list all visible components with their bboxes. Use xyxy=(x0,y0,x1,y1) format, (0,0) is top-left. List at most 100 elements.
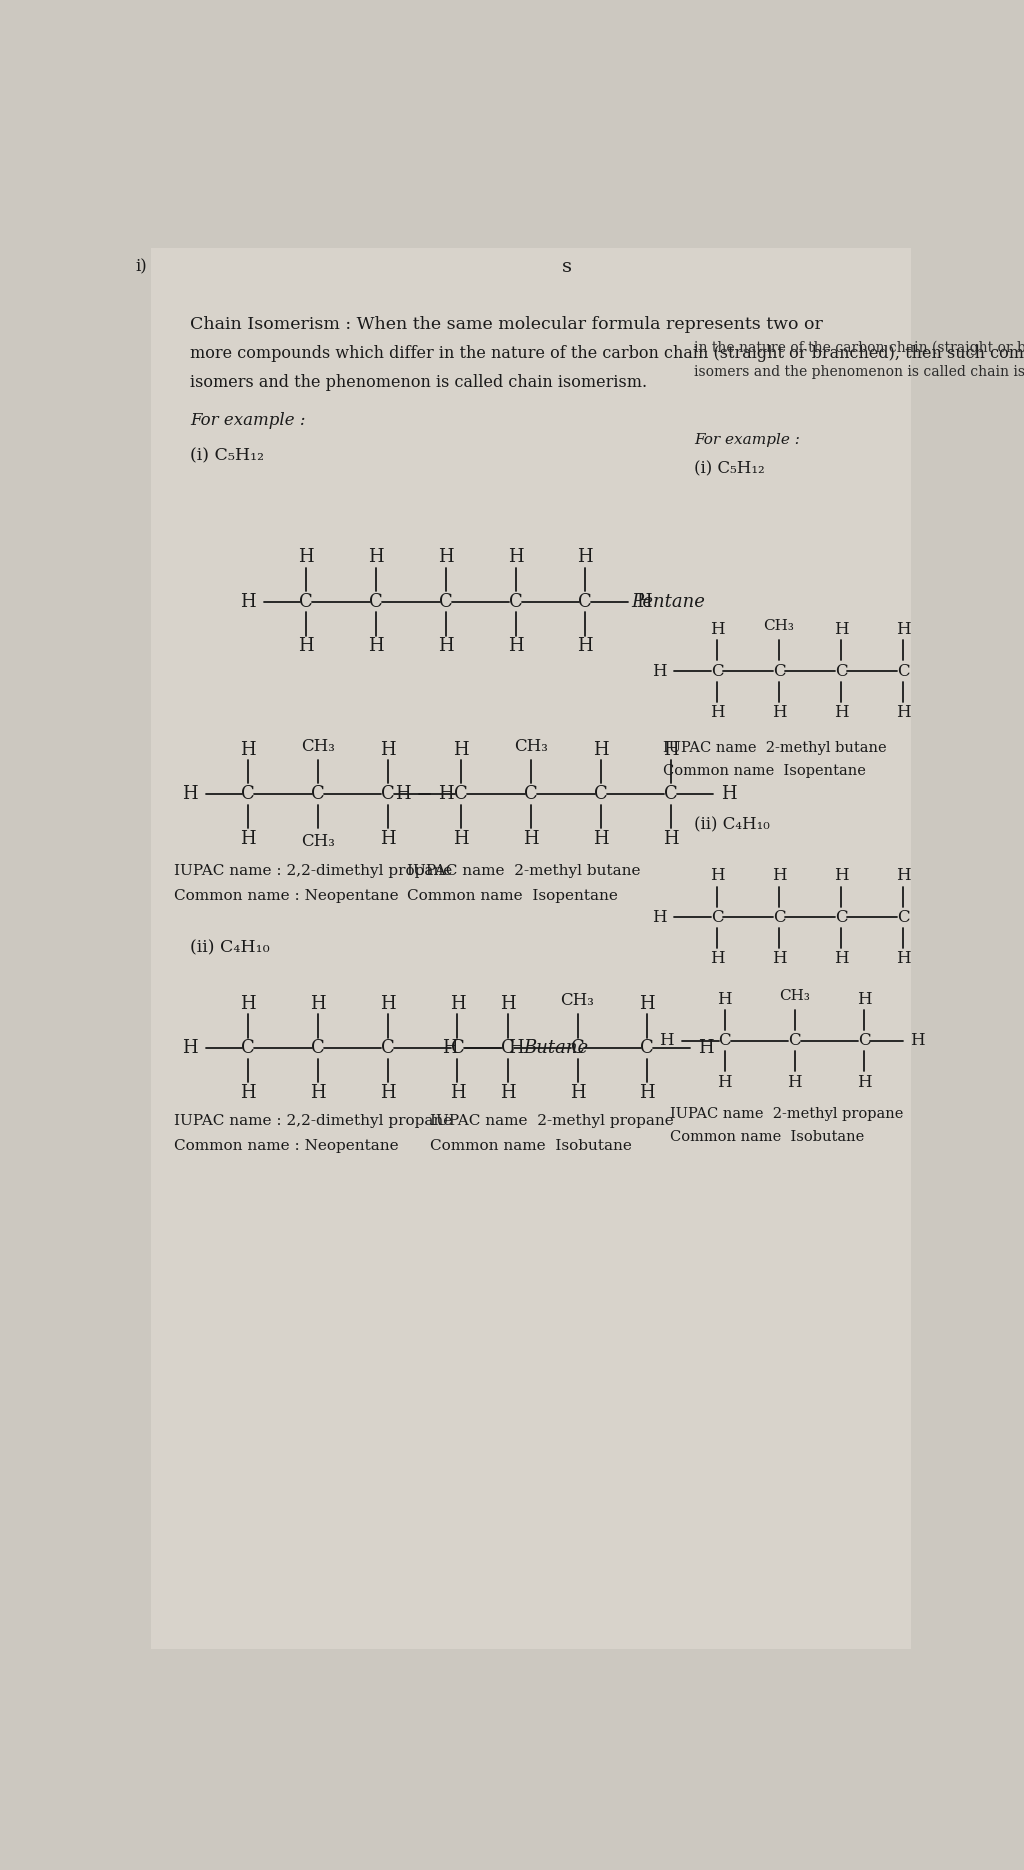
Text: H: H xyxy=(241,1085,256,1101)
Text: H: H xyxy=(697,1040,713,1057)
Text: H: H xyxy=(772,868,786,885)
Text: H: H xyxy=(500,1085,515,1101)
Text: C: C xyxy=(570,1040,585,1057)
Text: Common name  Isobutane: Common name Isobutane xyxy=(671,1129,864,1144)
Text: H: H xyxy=(454,830,469,847)
Text: H: H xyxy=(772,950,786,967)
Text: Common name  Isopentane: Common name Isopentane xyxy=(663,765,865,778)
Text: (i) C₅H₁₂: (i) C₅H₁₂ xyxy=(190,447,264,464)
Text: For example :: For example : xyxy=(693,434,800,447)
Text: H: H xyxy=(639,1085,655,1101)
Text: C: C xyxy=(455,785,468,804)
Text: H: H xyxy=(395,785,411,804)
Text: H: H xyxy=(578,548,593,567)
Text: H: H xyxy=(896,868,910,885)
Text: s: s xyxy=(562,258,572,275)
Text: H: H xyxy=(438,548,454,567)
Text: H: H xyxy=(450,995,465,1014)
Text: C: C xyxy=(835,909,847,926)
Text: H: H xyxy=(710,868,724,885)
Text: H: H xyxy=(834,868,848,885)
Text: C: C xyxy=(242,1040,255,1057)
Text: C: C xyxy=(773,662,785,679)
Text: H: H xyxy=(310,1085,326,1101)
Text: H: H xyxy=(508,548,523,567)
Text: CH₃: CH₃ xyxy=(779,989,810,1002)
Text: H: H xyxy=(380,1085,395,1101)
Text: H: H xyxy=(454,741,469,759)
Text: IUPAC name : 2,2-dimethyl propane: IUPAC name : 2,2-dimethyl propane xyxy=(174,1115,453,1128)
Text: H: H xyxy=(834,621,848,638)
Text: C: C xyxy=(524,785,538,804)
Text: H: H xyxy=(241,995,256,1014)
Text: C: C xyxy=(381,785,394,804)
Text: Common name : Neopentane: Common name : Neopentane xyxy=(174,1139,399,1154)
Text: IUPAC name  2-methyl propane: IUPAC name 2-methyl propane xyxy=(671,1107,904,1120)
Text: C: C xyxy=(773,909,785,926)
Text: C: C xyxy=(897,909,909,926)
Text: H: H xyxy=(651,909,667,926)
Text: C: C xyxy=(835,662,847,679)
Text: CH₃: CH₃ xyxy=(560,993,595,1010)
Text: C: C xyxy=(664,785,677,804)
Text: H: H xyxy=(369,638,384,654)
Text: C: C xyxy=(640,1040,654,1057)
Text: C: C xyxy=(719,1032,731,1049)
Text: CH₃: CH₃ xyxy=(764,619,795,634)
Text: C: C xyxy=(858,1032,870,1049)
Text: H: H xyxy=(369,548,384,567)
Text: (i) C₅H₁₂: (i) C₅H₁₂ xyxy=(693,460,764,477)
Text: Common name  Isobutane: Common name Isobutane xyxy=(430,1139,632,1154)
Text: H: H xyxy=(182,1040,198,1057)
Text: C: C xyxy=(242,785,255,804)
Text: IUPAC name  2-methyl butane: IUPAC name 2-methyl butane xyxy=(407,864,640,879)
Text: H: H xyxy=(896,621,910,638)
Text: Common name : Neopentane: Common name : Neopentane xyxy=(174,888,399,903)
Text: C: C xyxy=(788,1032,801,1049)
Text: H: H xyxy=(182,785,198,804)
Text: Pentane: Pentane xyxy=(632,593,706,611)
Text: H: H xyxy=(710,705,724,722)
Text: H: H xyxy=(380,995,395,1014)
Text: H: H xyxy=(663,830,678,847)
Text: C: C xyxy=(439,593,453,611)
Text: H: H xyxy=(639,995,655,1014)
Text: CH₃: CH₃ xyxy=(301,834,335,851)
Text: H: H xyxy=(710,950,724,967)
Text: H: H xyxy=(710,621,724,638)
Text: H: H xyxy=(241,593,256,611)
Text: H: H xyxy=(450,1085,465,1101)
Text: C: C xyxy=(369,593,383,611)
Text: C: C xyxy=(594,785,607,804)
Text: H: H xyxy=(438,785,454,804)
Text: C: C xyxy=(501,1040,515,1057)
Text: C: C xyxy=(381,1040,394,1057)
Text: i): i) xyxy=(136,258,147,275)
Text: Chain Isomerism : When the same molecular formula represents two or: Chain Isomerism : When the same molecula… xyxy=(190,316,823,333)
Text: H: H xyxy=(523,830,539,847)
Text: H: H xyxy=(636,593,651,611)
Text: H: H xyxy=(772,705,786,722)
Text: H: H xyxy=(721,785,736,804)
Text: (ii) C₄H₁₀: (ii) C₄H₁₀ xyxy=(190,941,269,957)
Text: isomers and the phenomenon is called chain isomerism.: isomers and the phenomenon is called cha… xyxy=(190,374,647,391)
Text: For example :: For example : xyxy=(190,411,305,430)
Text: H: H xyxy=(438,638,454,654)
Text: H: H xyxy=(441,1040,458,1057)
Text: H: H xyxy=(241,830,256,847)
Text: CH₃: CH₃ xyxy=(301,739,335,755)
Text: H: H xyxy=(909,1032,925,1049)
Text: H: H xyxy=(857,991,871,1008)
Text: H: H xyxy=(857,1073,871,1090)
Text: more compounds which differ in the nature of the carbon chain (straight or branc: more compounds which differ in the natur… xyxy=(190,346,1024,363)
Text: C: C xyxy=(711,662,723,679)
Text: H: H xyxy=(380,741,395,759)
Text: IUPAC name  2-methyl propane: IUPAC name 2-methyl propane xyxy=(430,1115,674,1128)
Text: H: H xyxy=(593,830,608,847)
Text: C: C xyxy=(311,1040,325,1057)
Text: C: C xyxy=(311,785,325,804)
Text: H: H xyxy=(896,950,910,967)
Text: C: C xyxy=(299,593,313,611)
Text: H: H xyxy=(380,830,395,847)
Text: H: H xyxy=(834,705,848,722)
